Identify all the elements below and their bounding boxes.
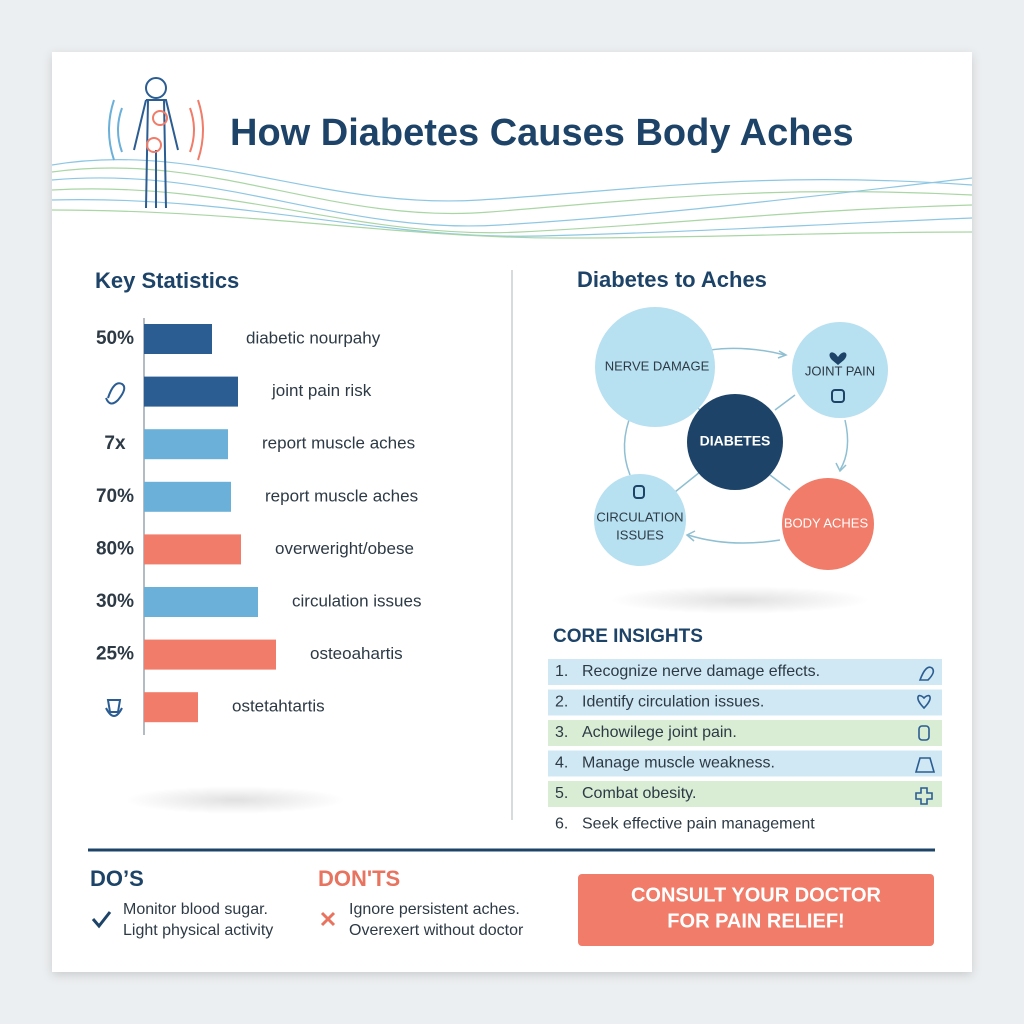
bar bbox=[144, 692, 198, 723]
donts-title: DON'TS bbox=[318, 866, 400, 891]
section-title: CORE INSIGHTS bbox=[553, 626, 703, 647]
section-title: Diabetes to Aches bbox=[577, 267, 767, 292]
insight-number: 2. bbox=[555, 694, 568, 711]
donts-item: Overexert without doctor bbox=[349, 922, 524, 939]
diagram-node bbox=[687, 394, 783, 490]
bar bbox=[144, 639, 276, 670]
insight-text: Recognize nerve damage effects. bbox=[582, 663, 820, 680]
donts-item: Ignore persistent aches. bbox=[349, 901, 520, 918]
bar-description: joint pain risk bbox=[271, 381, 372, 400]
node-label: NERVE DAMAGE bbox=[605, 358, 710, 373]
insight-text: Manage muscle weakness. bbox=[582, 755, 775, 772]
bar bbox=[144, 534, 241, 565]
diagram-node bbox=[595, 307, 715, 427]
bar-label: 80% bbox=[96, 538, 134, 559]
insight-row bbox=[548, 659, 942, 685]
insight-row bbox=[548, 750, 942, 777]
bar bbox=[144, 429, 228, 460]
node-label: DIABETES bbox=[700, 433, 771, 449]
insight-number: 1. bbox=[555, 663, 568, 680]
bar-description: ostetahtartis bbox=[232, 697, 325, 716]
insight-text: Identify circulation issues. bbox=[582, 694, 764, 711]
diagram-node bbox=[782, 478, 874, 570]
bar-description: report muscle aches bbox=[265, 486, 418, 505]
bar-description: report muscle aches bbox=[262, 434, 415, 453]
insight-list: 1. Recognize nerve damage effects. 2. Ident… bbox=[548, 659, 942, 833]
bar bbox=[144, 481, 231, 512]
bar-label: 30% bbox=[96, 591, 134, 612]
dos-item: Light physical activity bbox=[123, 922, 273, 939]
insight-text: Combat obesity. bbox=[582, 785, 696, 802]
node-icon bbox=[633, 485, 645, 499]
section-title: Key Statistics bbox=[95, 268, 239, 293]
bar-description: circulation issues bbox=[292, 591, 421, 610]
page-title: How Diabetes Causes Body Aches bbox=[230, 112, 854, 154]
bar-description: osteoahartis bbox=[310, 644, 403, 663]
insight-row bbox=[548, 689, 942, 716]
shadow bbox=[125, 786, 345, 814]
cross-icon bbox=[320, 911, 336, 927]
bar-description: diabetic nourpahy bbox=[246, 328, 381, 347]
bar-label: 7x bbox=[104, 433, 126, 454]
insight-number: 6. bbox=[555, 816, 568, 833]
diagram-node bbox=[792, 322, 888, 418]
insight-number: 5. bbox=[555, 785, 568, 802]
insight-number: 3. bbox=[555, 724, 568, 741]
cta-button[interactable] bbox=[578, 874, 934, 946]
bar-description: overweright/obese bbox=[275, 539, 414, 558]
cta-text[interactable]: FOR PAIN RELIEF! bbox=[667, 910, 844, 932]
bar-label: 25% bbox=[96, 644, 134, 665]
dos-item: Monitor blood sugar. bbox=[123, 901, 268, 918]
diagram-node bbox=[594, 474, 686, 566]
bar bbox=[144, 324, 212, 354]
insight-number: 4. bbox=[555, 755, 568, 772]
row-icon bbox=[105, 382, 126, 405]
insight-row bbox=[548, 720, 942, 746]
dos-title: DO’S bbox=[90, 866, 144, 891]
insight-icons bbox=[914, 666, 936, 805]
node-label: JOINT PAIN bbox=[805, 363, 875, 378]
node-label: BODY ACHES bbox=[784, 515, 869, 530]
node-label: CIRCULATION bbox=[596, 509, 683, 524]
insight-text: Seek effective pain management bbox=[582, 816, 815, 833]
cta-text[interactable]: CONSULT YOUR DOCTOR bbox=[631, 884, 882, 906]
bar bbox=[144, 376, 238, 407]
waves bbox=[51, 159, 973, 239]
bar bbox=[144, 587, 258, 617]
node-label: ISSUES bbox=[616, 527, 664, 542]
node-icon bbox=[829, 352, 847, 365]
shadow bbox=[610, 586, 870, 614]
node-icon bbox=[831, 389, 845, 403]
bar-chart: 50% diabetic nourpahy joint pain risk 7x rep… bbox=[96, 324, 421, 723]
insight-text: Achowilege joint pain. bbox=[582, 724, 737, 741]
insight-row bbox=[548, 781, 942, 807]
row-icon bbox=[105, 699, 123, 717]
check-icon bbox=[91, 911, 112, 929]
bar-label: 50% bbox=[96, 328, 134, 349]
body-icon bbox=[108, 77, 204, 209]
bar-label: 70% bbox=[96, 486, 134, 507]
